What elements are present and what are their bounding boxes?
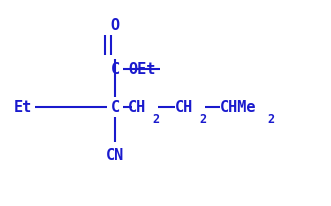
Text: 2: 2 [199,112,206,125]
Text: CH: CH [128,100,146,115]
Text: 2: 2 [267,112,274,125]
Text: CHMe: CHMe [220,100,257,115]
Text: CH: CH [175,100,193,115]
Text: C: C [111,100,119,115]
Text: C: C [111,62,119,77]
Text: O: O [111,18,119,32]
Text: OEt: OEt [128,62,155,77]
Text: CN: CN [106,147,124,162]
Text: 2: 2 [152,112,159,125]
Text: Et: Et [14,100,32,115]
